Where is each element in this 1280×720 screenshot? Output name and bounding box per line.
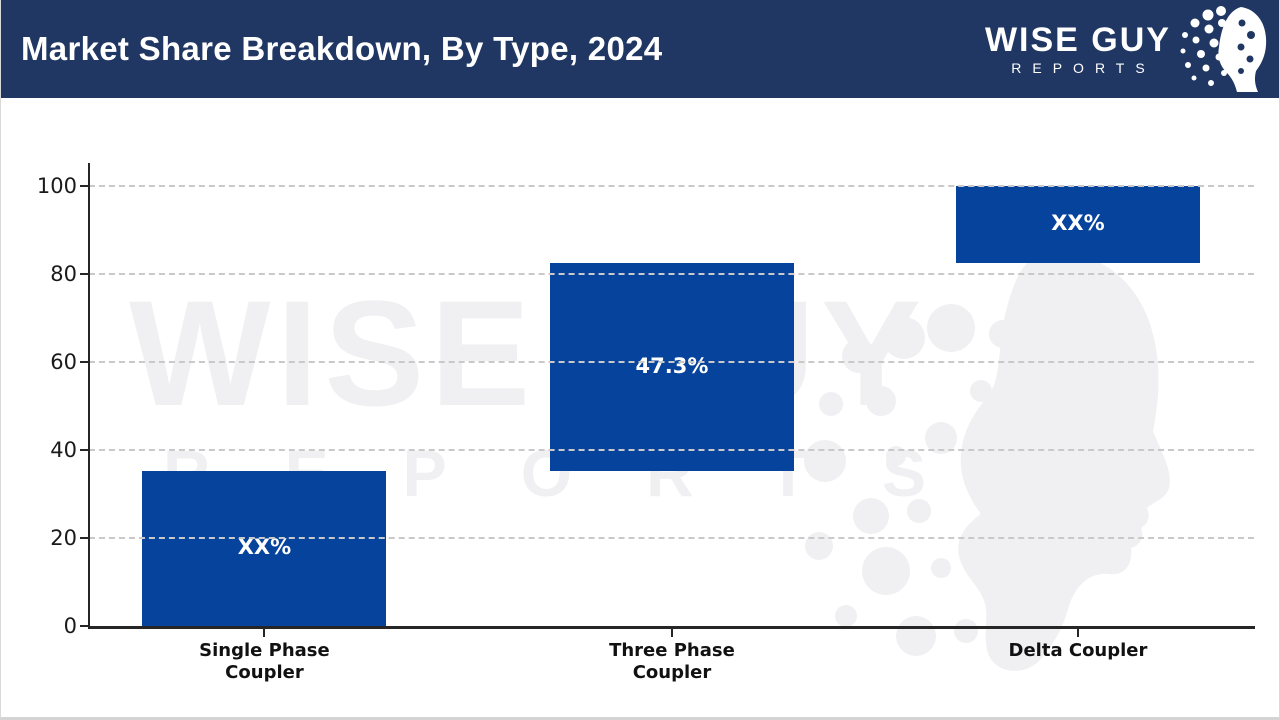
gridline-40 (89, 449, 1254, 451)
x-axis-line (88, 626, 1255, 629)
brand-name: WISE GUY (984, 20, 1171, 59)
gridline-60 (89, 361, 1254, 363)
y-axis-line (88, 163, 90, 628)
bar-value-label-2: 47.3% (635, 353, 709, 378)
y-tick-label-0: 0 (63, 614, 77, 638)
bar-3: XX% (955, 186, 1200, 263)
y-tick-mark-80 (80, 273, 88, 275)
x-tick-mark-3 (1076, 629, 1079, 637)
x-tick-mark-1 (263, 629, 266, 637)
brand-logo-text: WISE GUY REPORTS (985, 23, 1171, 76)
bar-value-label-1: XX% (237, 535, 292, 560)
header-bar: Market Share Breakdown, By Type, 2024 WI… (1, 0, 1279, 98)
gridline-100 (89, 185, 1254, 187)
y-tick-label-20: 20 (50, 526, 77, 550)
chart-title: Market Share Breakdown, By Type, 2024 (21, 30, 663, 67)
y-tick-mark-20 (80, 537, 88, 539)
brand-subname: REPORTS (1011, 59, 1156, 76)
y-tick-label-40: 40 (50, 438, 77, 462)
y-tick-label-80: 80 (50, 262, 77, 286)
x-category-label-3: Delta Coupler (1008, 640, 1148, 661)
gridline-80 (89, 273, 1254, 275)
y-tick-mark-0 (80, 625, 88, 627)
brand-face-icon (1180, 6, 1267, 92)
x-tick-mark-2 (670, 629, 673, 637)
bar-2: 47.3% (549, 262, 794, 471)
y-tick-label-100: 100 (36, 174, 77, 198)
y-tick-label-60: 60 (50, 350, 77, 374)
gridline-20 (89, 537, 1254, 539)
y-tick-mark-100 (80, 185, 88, 187)
y-tick-mark-60 (80, 361, 88, 363)
bar-value-label-3: XX% (1051, 211, 1105, 236)
y-tick-mark-40 (80, 449, 88, 451)
brand-logo: WISE GUY REPORTS (985, 5, 1267, 93)
x-category-label-1: Single Phase Coupler (199, 640, 330, 683)
bar-1: XX% (142, 470, 387, 626)
x-category-label-2: Three Phase Coupler (609, 640, 735, 683)
